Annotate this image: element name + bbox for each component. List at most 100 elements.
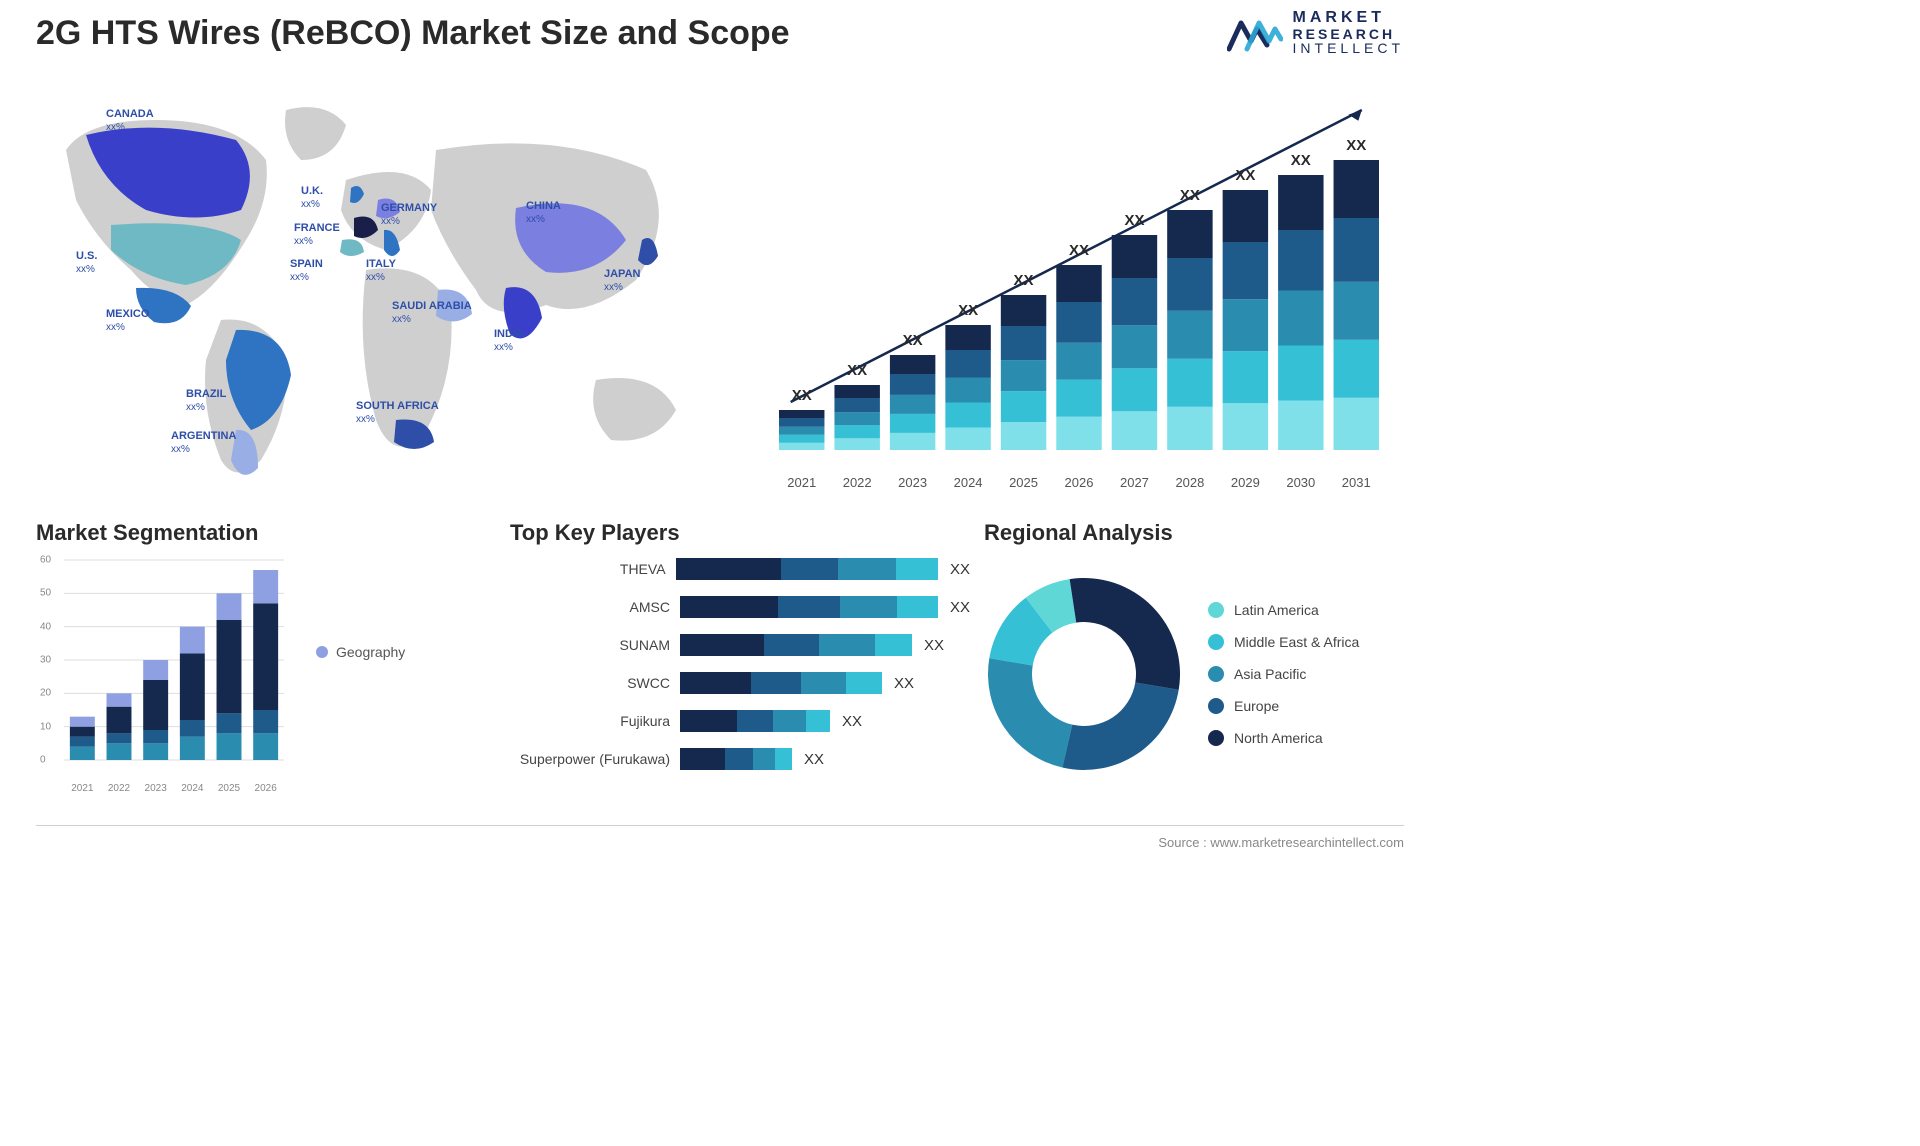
forecast-bar-segment <box>1278 401 1323 451</box>
forecast-bar-segment <box>945 325 990 350</box>
player-bar-segment <box>819 634 875 656</box>
map-label-china: CHINAxx% <box>526 200 561 225</box>
player-bar-segment <box>773 710 806 732</box>
regional-title: Regional Analysis <box>984 520 1404 546</box>
forecast-year-label: 2023 <box>898 475 927 490</box>
seg-year-label: 2021 <box>71 783 93 794</box>
seg-ytick-label: 40 <box>40 621 51 632</box>
segmentation-chart-svg <box>36 554 296 784</box>
player-bar-segment <box>781 558 839 580</box>
forecast-bar-segment <box>890 374 935 395</box>
seg-bar-segment <box>217 733 242 760</box>
forecast-bar-segment <box>1001 391 1046 422</box>
forecast-year-label: 2022 <box>843 475 872 490</box>
player-row: Superpower (Furukawa)XX <box>510 744 970 774</box>
seg-bar-segment <box>253 733 278 760</box>
seg-bar-segment <box>107 733 132 743</box>
seg-bar-segment <box>180 737 205 760</box>
forecast-value-label: XX <box>1124 212 1144 229</box>
seg-bar-segment <box>70 747 95 760</box>
regional-legend: Latin AmericaMiddle East & AfricaAsia Pa… <box>1208 602 1359 746</box>
forecast-bar-segment <box>1334 398 1379 450</box>
seg-bar-segment <box>180 627 205 654</box>
forecast-bar-segment <box>1278 175 1323 230</box>
source-text: Source : www.marketresearchintellect.com <box>1158 835 1404 850</box>
player-bar-segment <box>676 558 781 580</box>
forecast-value-label: XX <box>903 332 923 349</box>
logo-line1: MARKET <box>1293 10 1404 27</box>
donut-slice <box>1062 682 1178 770</box>
seg-bar-segment <box>107 743 132 760</box>
map-label-germany: GERMANYxx% <box>381 202 437 227</box>
player-name: SUNAM <box>510 637 680 653</box>
player-bar-segment <box>801 672 845 694</box>
seg-bar-segment <box>253 710 278 733</box>
forecast-bar-segment <box>1001 422 1046 450</box>
forecast-value-label: XX <box>847 362 867 379</box>
regional-legend-item: Asia Pacific <box>1208 666 1359 682</box>
legend-swatch-icon <box>1208 698 1224 714</box>
forecast-bar-segment <box>1334 160 1379 218</box>
player-bar-segment <box>775 748 792 770</box>
forecast-bar-segment <box>1167 258 1212 311</box>
forecast-year-label: 2025 <box>1009 475 1038 490</box>
player-row: AMSCXX <box>510 592 970 622</box>
player-row: SUNAMXX <box>510 630 970 660</box>
forecast-bar-segment <box>1056 343 1101 380</box>
player-bar-segment <box>838 558 896 580</box>
player-bar-segment <box>806 710 830 732</box>
forecast-bar-segment <box>1001 295 1046 326</box>
forecast-bar-segment <box>1278 291 1323 346</box>
map-label-brazil: BRAZILxx% <box>186 388 226 413</box>
seg-bar-segment <box>107 693 132 706</box>
forecast-bar-segment <box>1334 340 1379 398</box>
map-label-japan: JAPANxx% <box>604 268 640 293</box>
forecast-bar-segment <box>834 425 879 438</box>
segmentation-legend-label: Geography <box>336 644 405 660</box>
player-bar-segment <box>751 672 802 694</box>
player-bar-segment <box>753 748 775 770</box>
forecast-year-label: 2030 <box>1286 475 1315 490</box>
forecast-bar-segment <box>1278 346 1323 401</box>
regional-legend-item: Middle East & Africa <box>1208 634 1359 650</box>
player-bar-segment <box>680 596 778 618</box>
seg-year-label: 2023 <box>145 783 167 794</box>
player-value-label: XX <box>894 675 914 692</box>
seg-ytick-label: 10 <box>40 721 51 732</box>
seg-bar-segment <box>217 620 242 713</box>
forecast-bar-segment <box>1056 265 1101 302</box>
forecast-bar-segment <box>1167 407 1212 450</box>
regional-legend-label: North America <box>1234 730 1323 746</box>
forecast-year-label: 2029 <box>1231 475 1260 490</box>
seg-year-label: 2024 <box>181 783 203 794</box>
player-bar-segment <box>680 634 764 656</box>
logo-line3: INTELLECT <box>1293 41 1404 56</box>
map-label-italy: ITALYxx% <box>366 258 396 283</box>
forecast-bar-segment <box>945 428 990 451</box>
forecast-bar-segment <box>890 355 935 374</box>
forecast-bar-segment <box>945 403 990 428</box>
map-label-south-africa: SOUTH AFRICAxx% <box>356 400 439 425</box>
forecast-bar-segment <box>1112 411 1157 450</box>
forecast-year-label: 2031 <box>1342 475 1371 490</box>
seg-bar-segment <box>107 707 132 734</box>
logo-text: MARKET RESEARCH INTELLECT <box>1293 10 1404 56</box>
forecast-bar-segment <box>779 435 824 443</box>
forecast-chart: 2021202220232024202520262027202820292030… <box>754 90 1404 490</box>
map-label-spain: SPAINxx% <box>290 258 323 283</box>
forecast-year-label: 2021 <box>787 475 816 490</box>
player-bar-segment <box>778 596 840 618</box>
player-bar <box>680 634 912 656</box>
map-label-u-k-: U.K.xx% <box>301 185 323 210</box>
map-country-u-s- <box>111 223 241 285</box>
segmentation-chart: 0102030405060 202120222023202420252026 G… <box>36 554 476 794</box>
legend-swatch-icon <box>1208 634 1224 650</box>
forecast-bar-segment <box>1167 210 1212 258</box>
player-bar-segment <box>680 672 751 694</box>
forecast-value-label: XX <box>792 387 812 404</box>
forecast-bar-segment <box>1223 190 1268 242</box>
forecast-year-label: 2024 <box>954 475 983 490</box>
map-label-india: INDIAxx% <box>494 328 524 353</box>
world-map-panel: CANADAxx%U.S.xx%MEXICOxx%BRAZILxx%ARGENT… <box>36 90 716 490</box>
player-bar-segment <box>764 634 820 656</box>
